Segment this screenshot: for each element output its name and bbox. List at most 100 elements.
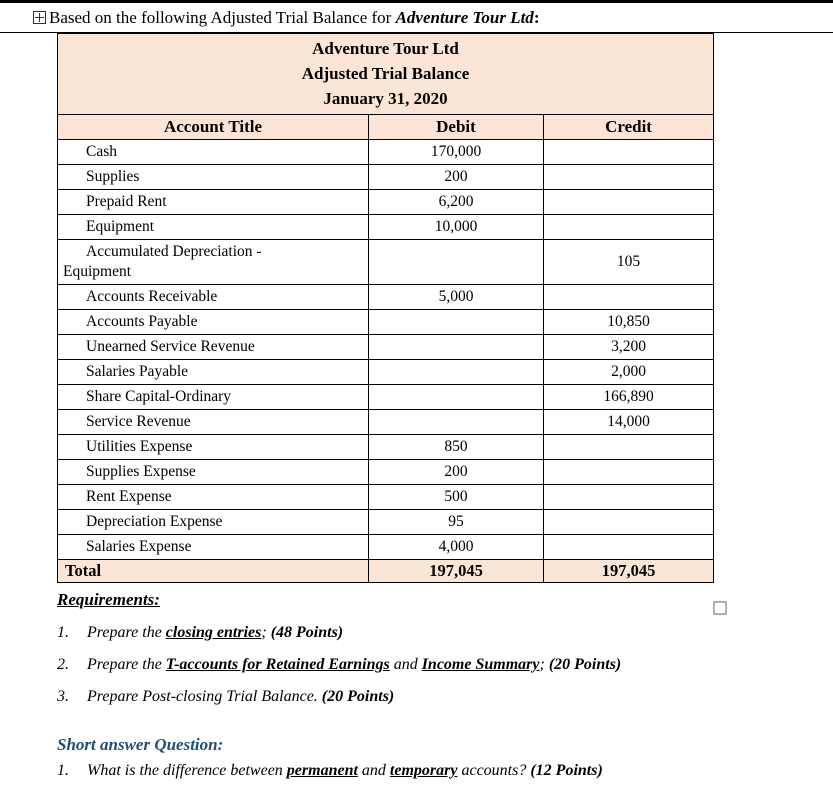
- text-segment: (20 Points): [321, 688, 395, 705]
- account-title-cell: Cash: [57, 139, 369, 165]
- debit-cell: [368, 309, 544, 335]
- table-row: Supplies 200: [57, 164, 715, 190]
- text-segment: permanent: [286, 762, 358, 779]
- text-segment: and: [389, 656, 422, 673]
- table-row: Equipment 10,000: [57, 214, 715, 240]
- item-text: Prepare the T-accounts for Retained Earn…: [87, 655, 773, 674]
- table-header-row: Account Title Debit Credit: [57, 114, 715, 140]
- credit-cell: [542, 509, 715, 535]
- debit-cell: 10,000: [368, 214, 544, 240]
- debit-cell: 500: [368, 484, 544, 510]
- table-title-cell: Adventure Tour Ltd Adjusted Trial Balanc…: [56, 33, 715, 115]
- account-title-cell: Salaries Payable: [57, 359, 369, 385]
- item-number: 1.: [57, 624, 69, 641]
- intro-line: Based on the following Adjusted Trial Ba…: [0, 3, 833, 33]
- credit-cell: 10,850: [542, 309, 715, 335]
- account-title-cell: Accumulated Depreciation - Equipment: [57, 239, 369, 285]
- text-segment: and: [357, 762, 390, 779]
- account-title-cell: Service Revenue: [57, 409, 369, 435]
- text-segment: accounts?: [457, 762, 531, 779]
- text-segment: (12 Points): [530, 762, 603, 779]
- table-row: Salaries Payable 2,000: [57, 359, 715, 385]
- intro-company: Adventure Tour Ltd: [395, 7, 534, 27]
- debit-cell: 6,200: [368, 189, 544, 215]
- account-title-cell: Accounts Payable: [57, 309, 369, 335]
- account-title-cell: Rent Expense: [57, 484, 369, 510]
- credit-cell: [542, 534, 715, 560]
- credit-cell: [542, 214, 715, 240]
- requirements-section: Requirements: 1. Prepare the closing ent…: [57, 590, 833, 706]
- checkbox[interactable]: [713, 601, 727, 615]
- account-title-cell: Equipment: [57, 214, 369, 240]
- table-row: Accumulated Depreciation - Equipment 105: [57, 239, 715, 285]
- header-account-title: Account Title: [57, 114, 369, 140]
- table-row: Rent Expense 500: [57, 484, 715, 510]
- debit-cell: 5,000: [368, 284, 544, 310]
- requirements-heading-text: Requirements:: [57, 590, 160, 609]
- account-title-cell: Accounts Receivable: [57, 284, 369, 310]
- text-segment: What is the difference between: [87, 762, 287, 779]
- table-row: Unearned Service Revenue 3,200: [57, 334, 715, 360]
- short-answer-section: Short answer Question: 1. What is the di…: [57, 735, 833, 780]
- credit-cell: [542, 164, 715, 190]
- text-segment: temporary: [389, 762, 458, 779]
- text-segment: Prepare the: [87, 624, 166, 641]
- text-segment: T-accounts for Retained Earnings: [165, 656, 390, 673]
- credit-cell: 166,890: [542, 384, 715, 410]
- account-title-cell: Supplies: [57, 164, 369, 190]
- credit-cell: [542, 484, 715, 510]
- credit-cell: 2,000: [542, 359, 715, 385]
- table-row: Cash 170,000: [57, 139, 715, 165]
- text-segment: (20 Points): [548, 656, 622, 673]
- debit-cell: 4,000: [368, 534, 544, 560]
- text-segment: (48 Points): [270, 624, 344, 641]
- trial-balance-table: Adventure Tour Ltd Adjusted Trial Balanc…: [56, 33, 715, 583]
- item-number: 2.: [57, 656, 69, 673]
- debit-cell: [368, 359, 544, 385]
- requirements-heading: Requirements:: [57, 590, 773, 610]
- table-title-row: Adventure Tour Ltd Adjusted Trial Balanc…: [56, 33, 715, 115]
- debit-cell: [368, 239, 544, 285]
- debit-cell: 850: [368, 434, 544, 460]
- debit-cell: 95: [368, 509, 544, 535]
- account-title-cell: Prepaid Rent: [57, 189, 369, 215]
- table-row: Accounts Payable 10,850: [57, 309, 715, 335]
- table-row: Salaries Expense 4,000: [57, 534, 715, 560]
- credit-cell: [542, 139, 715, 165]
- intro-suffix: :: [533, 7, 540, 27]
- table-row: Depreciation Expense 95: [57, 509, 715, 535]
- credit-cell: [542, 459, 715, 485]
- table-title-company: Adventure Tour Ltd: [312, 39, 459, 58]
- text-segment: closing entries: [165, 624, 262, 641]
- text-segment: Income Summary: [421, 656, 540, 673]
- credit-cell: 105: [542, 239, 715, 285]
- credit-cell: 14,000: [542, 409, 715, 435]
- text-segment: ;: [539, 656, 549, 673]
- total-row: Total 197,045 197,045: [57, 559, 715, 583]
- table-title-date: January 31, 2020: [323, 89, 448, 108]
- account-title-cell: Depreciation Expense: [57, 509, 369, 535]
- table-row: Prepaid Rent 6,200: [57, 189, 715, 215]
- requirement-item-3: 3. Prepare Post-closing Trial Balance. (…: [57, 687, 773, 706]
- intro-text: Based on the following Adjusted Trial Ba…: [49, 8, 539, 28]
- table-row: Supplies Expense 200: [57, 459, 715, 485]
- item-text: What is the difference between permanent…: [87, 761, 773, 780]
- intro-prefix: Based on the following Adjusted Trial Ba…: [49, 7, 396, 27]
- text-segment: Prepare Post-closing Trial Balance.: [87, 688, 322, 705]
- short-answer-question-1: 1. What is the difference between perman…: [57, 761, 773, 780]
- short-answer-heading: Short answer Question:: [57, 735, 773, 755]
- table-row: Share Capital-Ordinary 166,890: [57, 384, 715, 410]
- text-segment: ;: [261, 624, 271, 641]
- header-debit: Debit: [368, 114, 544, 140]
- table-move-handle-icon[interactable]: [33, 11, 46, 24]
- account-title-cell: Salaries Expense: [57, 534, 369, 560]
- debit-cell: [368, 384, 544, 410]
- requirement-item-1: 1. Prepare the closing entries; (48 Poin…: [57, 623, 773, 642]
- credit-cell: 3,200: [542, 334, 715, 360]
- account-title-cell: Share Capital-Ordinary: [57, 384, 369, 410]
- credit-cell: [542, 189, 715, 215]
- item-text: Prepare the closing entries; (48 Points): [87, 623, 773, 642]
- debit-cell: 200: [368, 459, 544, 485]
- credit-cell: [542, 434, 715, 460]
